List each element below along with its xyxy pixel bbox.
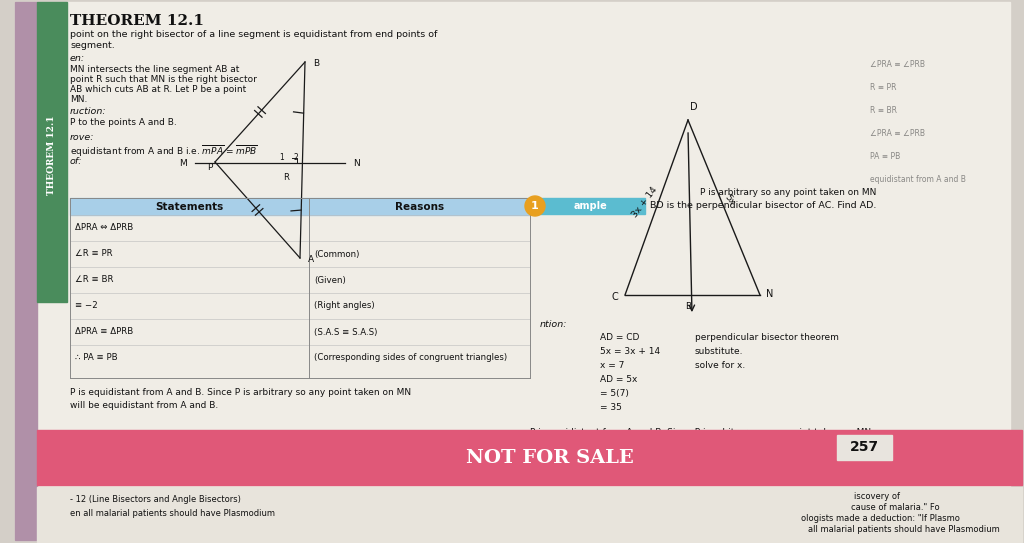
Text: = 5(7): = 5(7) (600, 389, 629, 398)
Text: 2: 2 (294, 153, 298, 161)
Text: M: M (179, 160, 186, 168)
Text: P is equidistant from A and B. Since P is arbitrary so any point taken on MN: P is equidistant from A and B. Since P i… (70, 388, 411, 397)
Bar (37, 487, 1022, 542)
Text: equidistant from A and B i.e. $\overline{mPA}$ = $\overline{mPB}$: equidistant from A and B i.e. $\overline… (70, 144, 258, 159)
Text: D: D (690, 102, 697, 112)
Bar (15, 2, 37, 540)
Text: N: N (353, 159, 359, 167)
Text: THEOREM 12.1: THEOREM 12.1 (70, 14, 204, 28)
Text: MN.: MN. (70, 95, 87, 104)
Text: ΔPRA ≡ ΔPRB: ΔPRA ≡ ΔPRB (75, 327, 133, 337)
Text: ologists made a deduction: "If Plasmo: ologists made a deduction: "If Plasmo (801, 514, 961, 523)
Text: ≡ −2: ≡ −2 (75, 301, 97, 311)
Text: C: C (611, 292, 618, 302)
Text: point on the right bisector of a line segment is equidistant from end points of: point on the right bisector of a line se… (70, 30, 437, 39)
Text: ∠PRA ≡ ∠PRB: ∠PRA ≡ ∠PRB (870, 129, 925, 138)
Bar (837, 435, 892, 460)
Text: 5x: 5x (723, 193, 737, 207)
Text: ∴ PA ≡ PB: ∴ PA ≡ PB (75, 353, 118, 363)
Text: ample: ample (573, 201, 607, 211)
Text: AD = CD: AD = CD (600, 333, 639, 342)
Text: point R such that MN is the right bisector: point R such that MN is the right bisect… (70, 75, 257, 84)
Text: - 12 (Line Bisectors and Angle Bisectors): - 12 (Line Bisectors and Angle Bisectors… (70, 495, 241, 504)
Text: ruction:: ruction: (70, 107, 106, 116)
Text: en all malarial patients should have Plasmodium: en all malarial patients should have Pla… (70, 509, 275, 518)
Text: P: P (207, 163, 212, 173)
Text: AB which cuts AB at R. Let P be a point: AB which cuts AB at R. Let P be a point (70, 85, 246, 94)
Text: MN intersects the line segment AB at: MN intersects the line segment AB at (70, 65, 240, 74)
Text: = 35: = 35 (600, 403, 622, 412)
Bar (37, 430, 1022, 485)
Text: PA ≡ PB: PA ≡ PB (870, 152, 900, 161)
Text: 5x = 3x + 14: 5x = 3x + 14 (600, 347, 660, 356)
Text: 257: 257 (850, 440, 879, 454)
Text: (Right angles): (Right angles) (314, 301, 375, 311)
Text: 1: 1 (531, 201, 539, 211)
Text: 1: 1 (280, 153, 285, 161)
Text: BD is the perpendicular bisector of AC. Find AD.: BD is the perpendicular bisector of AC. … (650, 201, 877, 211)
Text: cause of malaria." Fo: cause of malaria." Fo (851, 503, 940, 512)
Circle shape (525, 196, 545, 216)
Text: en:: en: (70, 54, 85, 63)
Text: (Given): (Given) (314, 275, 346, 285)
Text: all malarial patients should have Plasmodium: all malarial patients should have Plasmo… (808, 525, 1000, 534)
Text: R ≡ PR: R ≡ PR (870, 83, 896, 92)
Text: perpendicular bisector theorem: perpendicular bisector theorem (695, 333, 839, 342)
Text: ntion:: ntion: (540, 320, 567, 329)
Text: ∠PRA ≡ ∠PRB: ∠PRA ≡ ∠PRB (870, 60, 925, 69)
Text: solve for x.: solve for x. (695, 361, 745, 370)
Text: segment.: segment. (70, 41, 115, 50)
Text: (Common): (Common) (314, 249, 359, 258)
Text: B: B (685, 302, 691, 311)
Text: N: N (766, 289, 774, 299)
Text: THEOREM 12.1: THEOREM 12.1 (47, 115, 56, 195)
Text: rove:: rove: (70, 133, 94, 142)
Text: R ≡ BR: R ≡ BR (870, 106, 897, 115)
Text: AD = 5x: AD = 5x (600, 375, 637, 384)
Text: P is arbitrary so any point taken on MN: P is arbitrary so any point taken on MN (700, 188, 877, 197)
Text: B: B (313, 60, 319, 68)
Bar (535, 198, 645, 214)
Bar (70, 198, 530, 215)
Text: ∠R ≡ PR: ∠R ≡ PR (75, 249, 113, 258)
Text: (S.A.S ≡ S.A.S): (S.A.S ≡ S.A.S) (314, 327, 378, 337)
Text: equidistant from A and B: equidistant from A and B (870, 175, 966, 184)
Text: Reasons: Reasons (395, 201, 444, 212)
Text: ΔPRA ⇔ ΔPRB: ΔPRA ⇔ ΔPRB (75, 224, 133, 232)
Text: iscovery of: iscovery of (854, 492, 900, 501)
Text: substitute.: substitute. (695, 347, 743, 356)
Text: (Corresponding sides of congruent triangles): (Corresponding sides of congruent triang… (314, 353, 507, 363)
Text: of:: of: (70, 157, 83, 166)
Text: NOT FOR SALE: NOT FOR SALE (466, 449, 634, 467)
Text: x = 7: x = 7 (600, 361, 625, 370)
Text: A: A (308, 256, 314, 264)
Bar (37, 2, 67, 302)
Text: 3x + 14: 3x + 14 (631, 185, 659, 219)
Text: R: R (283, 173, 289, 182)
Text: Statements: Statements (156, 201, 223, 212)
Text: P to the points A and B.: P to the points A and B. (70, 118, 177, 127)
Text: will be equidistant from A and B.: will be equidistant from A and B. (70, 401, 218, 410)
Text: ∠R ≡ BR: ∠R ≡ BR (75, 275, 114, 285)
Text: P is equidistant from A and B. Since P is arbitrary so any point taken on MN: P is equidistant from A and B. Since P i… (530, 428, 871, 437)
